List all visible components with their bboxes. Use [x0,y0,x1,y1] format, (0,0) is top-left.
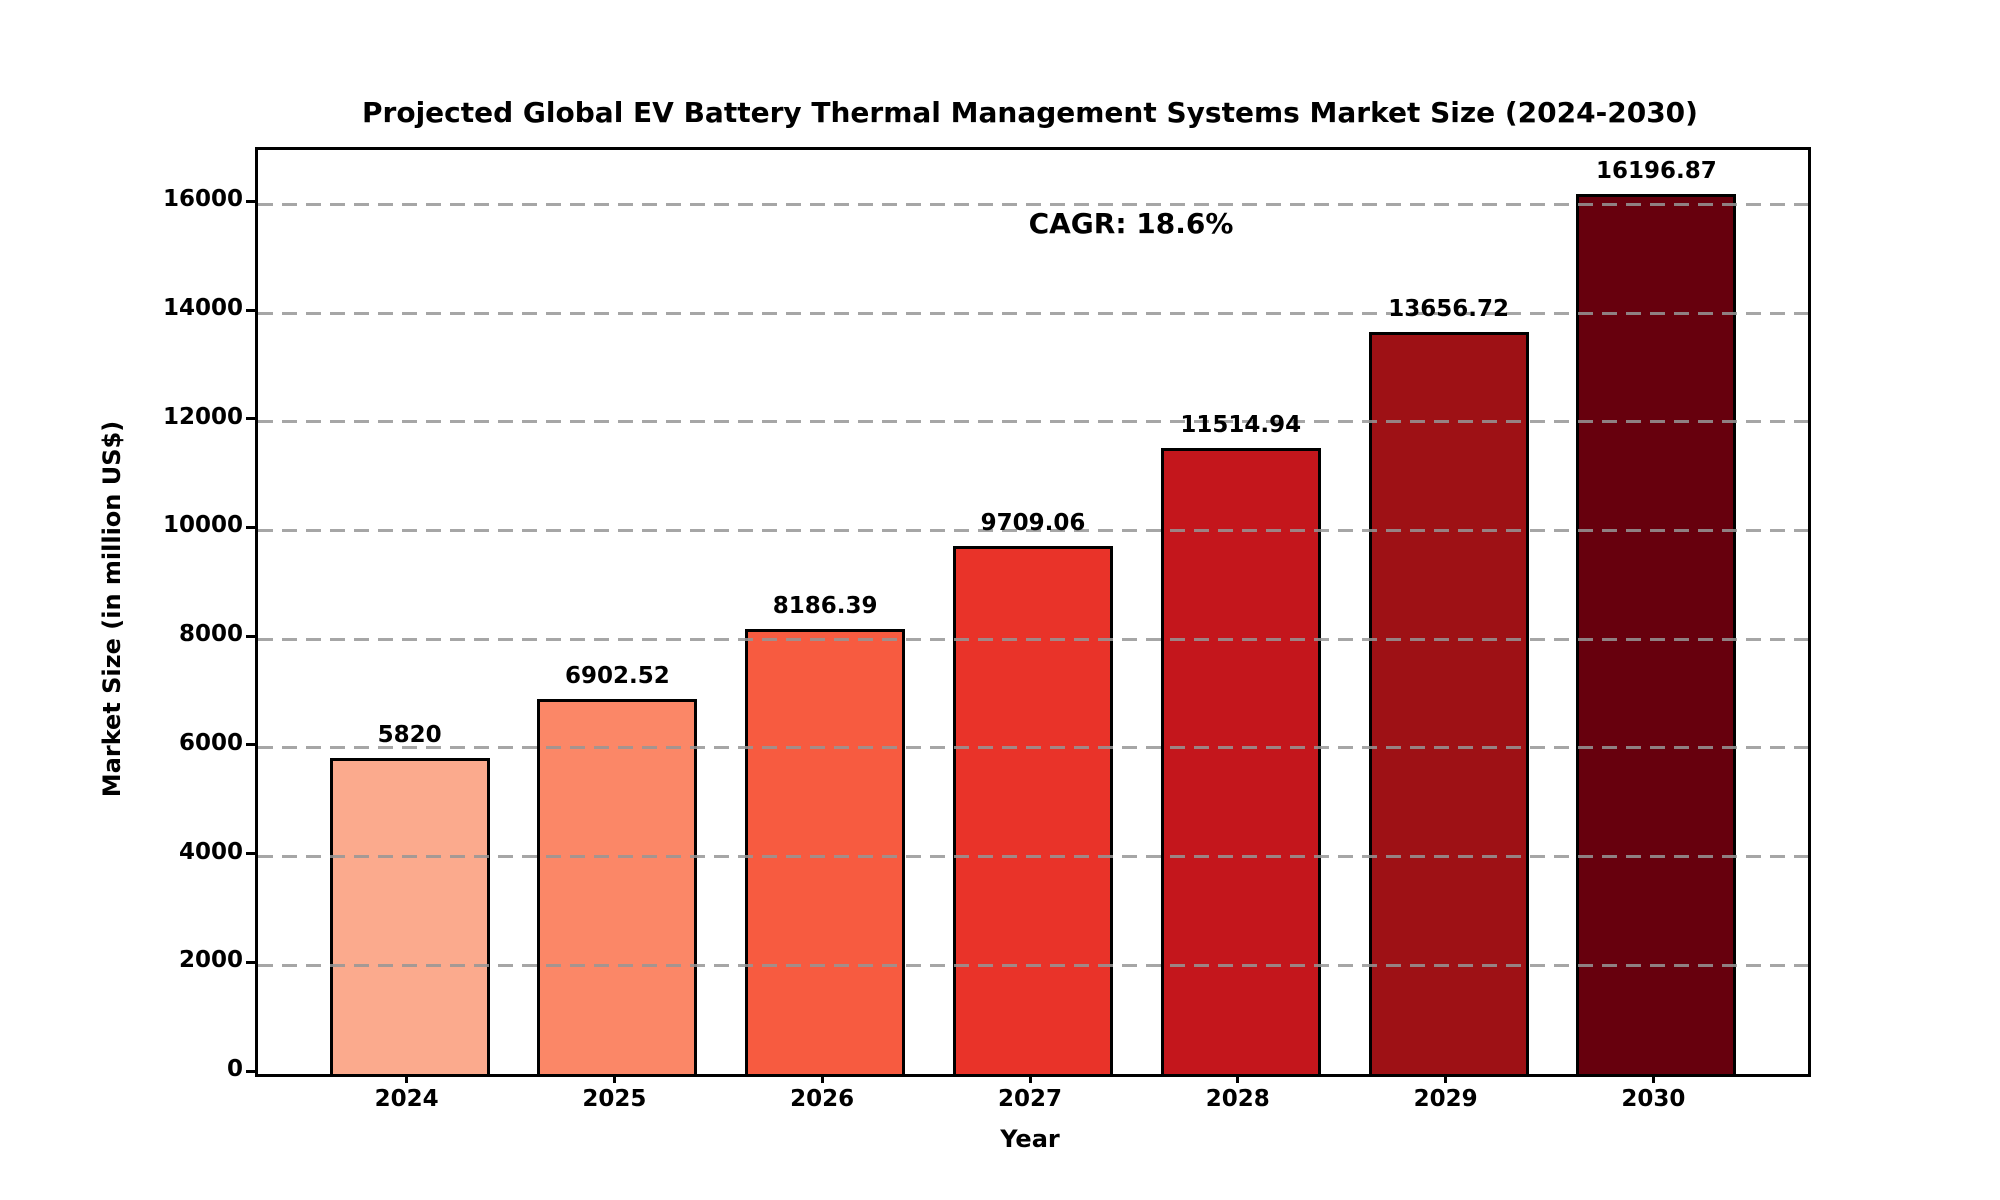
bar-2030 [1576,193,1737,1074]
cagr-annotation: CAGR: 18.6% [1028,207,1234,240]
y-tick-label: 14000 [162,295,243,322]
y-tick-label: 0 [226,1056,243,1082]
bar-2026 [745,629,906,1074]
y-tick-mark [246,525,255,529]
x-tick-label: 2030 [1621,1086,1686,1112]
gridline [258,528,1808,532]
y-tick-label: 10000 [162,512,243,539]
gridline [258,746,1808,750]
x-tick-mark [1028,1074,1032,1083]
x-tick-mark [1444,1074,1448,1083]
bar-value-label: 11514.94 [1180,412,1302,439]
y-tick-mark [246,852,255,856]
plot-area: CAGR: 18.6% 5820 6902.52 8186.39 9709.06 115… [255,147,1811,1077]
chart-title: Projected Global EV Battery Thermal Mana… [362,96,1698,129]
x-tick-mark [612,1074,616,1083]
bar-2027 [953,546,1113,1074]
x-tick-mark [405,1074,409,1083]
x-tick-label: 2025 [582,1086,647,1112]
x-axis-label: Year [1000,1125,1060,1153]
bar-value-label: 5820 [377,721,442,748]
bar-value-label: 9709.06 [980,510,1086,537]
gridline [258,311,1808,315]
bar-2024 [329,757,490,1074]
x-tick-label: 2029 [1413,1086,1478,1112]
bar-value-label: 13656.72 [1388,295,1509,322]
bar-value-label: 8186.39 [772,593,878,620]
bar-2029 [1368,331,1529,1074]
gridline [258,855,1808,859]
y-tick-mark [246,1069,255,1073]
gridline [258,963,1808,967]
y-tick-label: 16000 [162,186,243,213]
bar-2028 [1160,448,1321,1074]
gridline [258,202,1808,206]
y-tick-mark [246,199,255,203]
y-tick-mark [246,960,255,964]
y-tick-label: 2000 [178,947,243,974]
x-tick-mark [1651,1074,1655,1083]
bar-2025 [537,698,698,1074]
y-tick-mark [246,634,255,638]
bar-value-label: 6902.52 [565,662,670,689]
y-tick-label: 8000 [178,621,243,648]
bar-value-label: 16196.87 [1596,157,1717,184]
x-tick-label: 2026 [790,1086,855,1112]
y-tick-label: 6000 [178,729,243,756]
y-tick-label: 12000 [162,403,243,430]
gridline [258,637,1808,641]
y-tick-label: 4000 [178,838,243,865]
x-tick-mark [820,1074,824,1083]
x-tick-label: 2028 [1205,1086,1270,1112]
y-tick-mark [246,743,255,747]
x-tick-label: 2024 [374,1086,439,1112]
x-tick-label: 2027 [997,1086,1062,1112]
y-tick-mark [246,417,255,421]
x-tick-mark [1236,1074,1240,1083]
y-tick-mark [246,308,255,312]
gridline [258,420,1808,424]
